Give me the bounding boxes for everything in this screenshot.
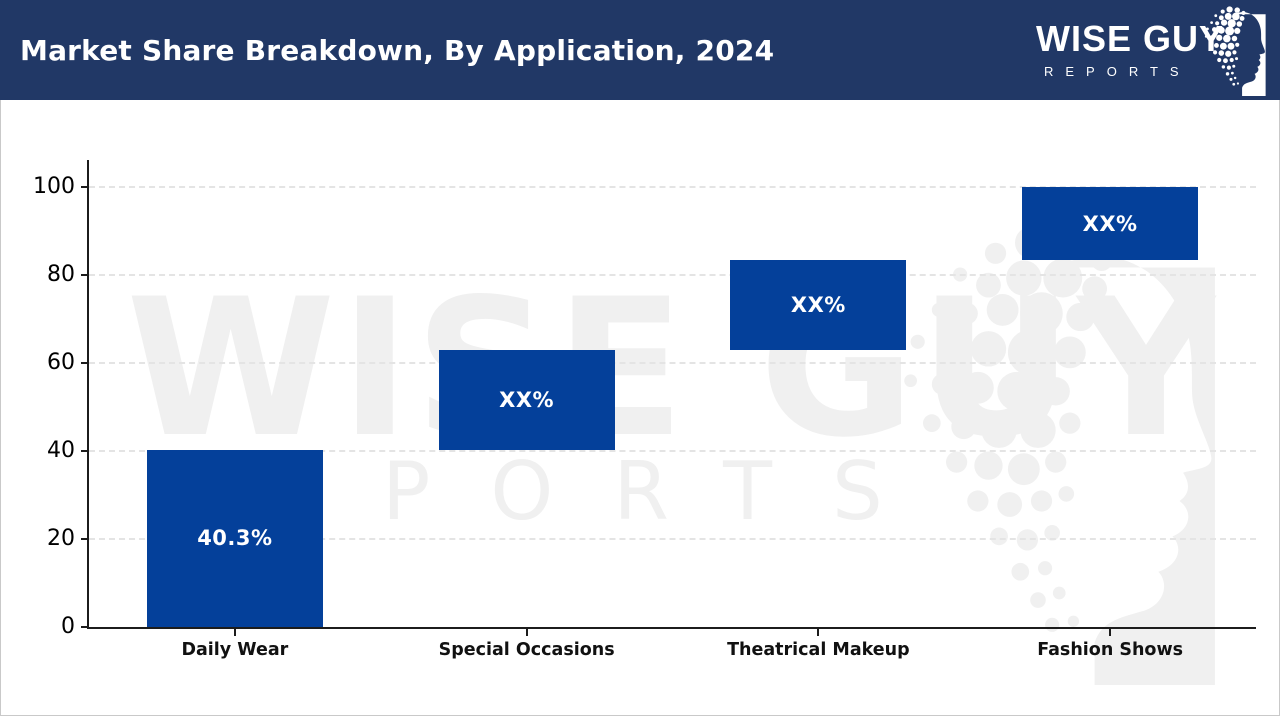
- bar-label-daily-wear: 40.3%: [197, 526, 273, 551]
- face-profile-dots-icon: [1204, 6, 1266, 96]
- x-tick-special-occasions: [525, 627, 528, 636]
- wise-guy-reports-logo: WISE GUY REPORTS: [1030, 4, 1278, 98]
- bar-label-special-occasions: XX%: [499, 387, 555, 412]
- y-axis-spine: [87, 160, 89, 629]
- y-tick-40: [81, 450, 89, 452]
- x-tick-theatrical-makeup: [817, 627, 820, 636]
- header-bar: Market Share Breakdown, By Application, …: [0, 0, 1280, 100]
- bar-daily-wear: 40.3%: [146, 449, 323, 627]
- x-label-special-occasions: Special Occasions: [438, 640, 615, 660]
- y-tick-label-60: 60: [47, 350, 75, 375]
- bar-fashion-shows: XX%: [1022, 187, 1199, 261]
- gridline-60: [89, 362, 1256, 364]
- watermark-face-icon: [904, 226, 1215, 685]
- bar-label-fashion-shows: XX%: [1082, 211, 1138, 236]
- x-label-fashion-shows: Fashion Shows: [1037, 640, 1184, 660]
- y-tick-100: [81, 186, 89, 188]
- y-tick-20: [81, 538, 89, 540]
- y-tick-label-0: 0: [61, 614, 75, 639]
- y-tick-0: [81, 626, 89, 628]
- gridline-100: [89, 186, 1256, 188]
- y-tick-80: [81, 274, 89, 276]
- y-tick-60: [81, 362, 89, 364]
- y-tick-label-40: 40: [47, 438, 75, 463]
- chart-area: WISE GUY REPORTS 0 20 40 60 80 100 40.3% Daily …: [0, 100, 1280, 716]
- gridline-40: [89, 450, 1256, 452]
- x-tick-fashion-shows: [1109, 627, 1112, 636]
- bar-theatrical-makeup: XX%: [730, 260, 907, 350]
- page-title: Market Share Breakdown, By Application, …: [20, 33, 775, 67]
- y-tick-label-100: 100: [33, 174, 75, 199]
- y-tick-label-20: 20: [47, 526, 75, 551]
- gridline-80: [89, 274, 1256, 276]
- x-label-daily-wear: Daily Wear: [181, 640, 289, 660]
- x-axis-spine: [87, 627, 1256, 629]
- gridline-20: [89, 538, 1256, 540]
- logo-subtext: REPORTS: [1044, 64, 1191, 79]
- x-label-theatrical-makeup: Theatrical Makeup: [727, 640, 910, 660]
- bar-special-occasions: XX%: [438, 349, 615, 450]
- y-tick-label-80: 80: [47, 262, 75, 287]
- x-tick-daily-wear: [233, 627, 236, 636]
- bar-label-theatrical-makeup: XX%: [790, 292, 846, 317]
- logo-wordmark: WISE GUY: [1036, 18, 1225, 59]
